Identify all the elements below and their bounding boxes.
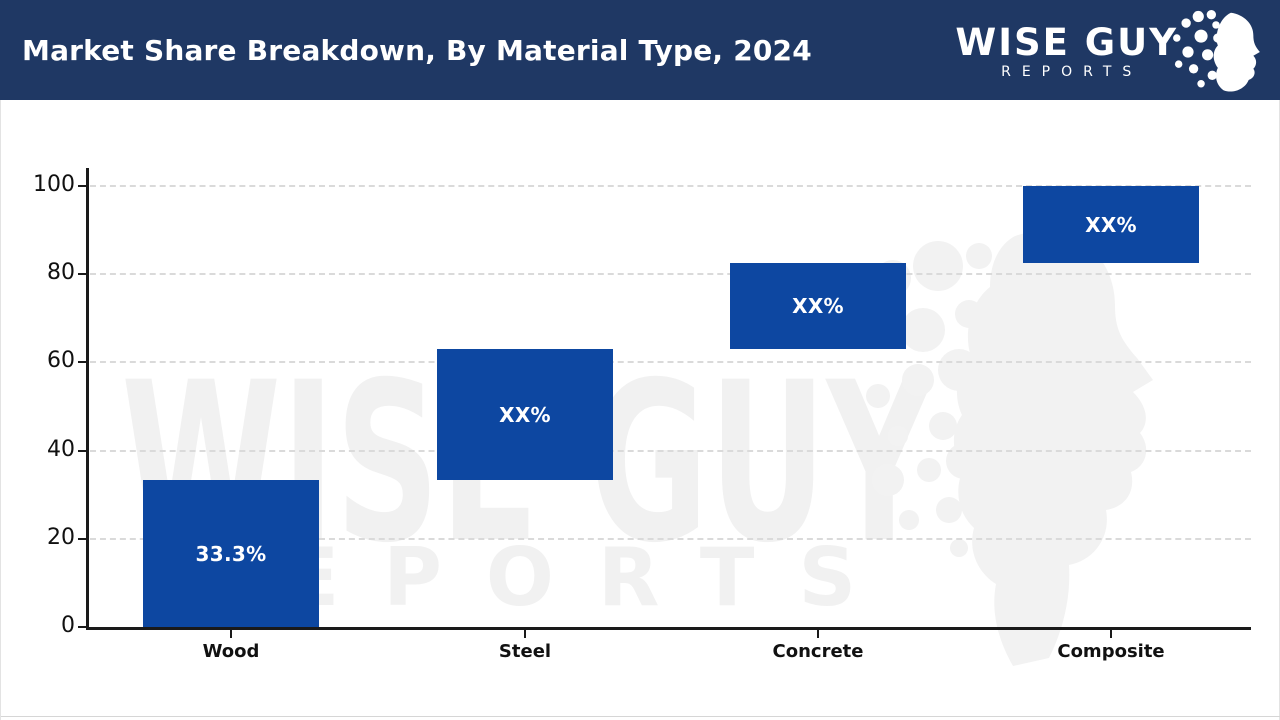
bar-value-label: 33.3% [195, 541, 267, 566]
y-gridline [90, 537, 1251, 540]
x-axis-line [86, 627, 1251, 630]
y-axis-line [86, 168, 89, 630]
header-bar: Market Share Breakdown, By Material Type… [0, 0, 1280, 100]
y-gridline [90, 185, 1251, 187]
category-label: Wood [202, 641, 260, 662]
y-tick-mark [78, 626, 87, 628]
logo-reports-label: REPORTS [1001, 64, 1143, 81]
y-tick-label: 0 [61, 613, 75, 638]
bar-segment: XX% [730, 263, 906, 350]
y-tick-label: 20 [47, 524, 75, 550]
y-gridline [90, 361, 1251, 364]
category-label: Concrete [772, 641, 864, 662]
y-tick-mark [78, 185, 87, 187]
bar-segment: XX% [1023, 186, 1199, 264]
chart-area: WISE GUY REPORTS 0 20 40 60 80 100 33.3% Wood XX… [0, 100, 1280, 720]
x-tick-mark [230, 630, 232, 638]
x-tick-mark [817, 630, 819, 638]
plot: 0 20 40 60 80 100 33.3% Wood XX% Steel XX% Concrete… [1, 100, 1280, 720]
bar-value-label: XX% [499, 402, 551, 427]
y-tick-mark [78, 361, 87, 364]
bottom-border-line [1, 716, 1280, 717]
x-tick-mark [1110, 630, 1112, 638]
bar-value-label: XX% [792, 294, 844, 319]
y-gridline [90, 273, 1251, 276]
y-tick-label: 60 [47, 348, 75, 374]
wise-guy-logo: WISE GUY REPORTS [955, 10, 1264, 94]
category-label: Composite [1057, 641, 1165, 662]
logo-face-icon [1173, 10, 1260, 92]
x-tick-mark [524, 630, 526, 638]
bar-segment: XX% [437, 349, 613, 481]
y-tick-mark [78, 273, 87, 276]
bar-value-label: XX% [1085, 212, 1137, 237]
y-tick-label: 100 [33, 172, 75, 197]
y-gridline [90, 449, 1251, 452]
y-tick-mark [78, 537, 87, 540]
logo-wiseguy-label: WISE GUY [955, 20, 1178, 64]
chart-title: Market Share Breakdown, By Material Type… [22, 33, 812, 67]
logo-text: WISE GUY REPORTS [955, 20, 1178, 81]
y-tick-label: 40 [47, 436, 75, 462]
y-tick-label: 80 [47, 260, 75, 286]
bar-segment: 33.3% [143, 480, 319, 627]
category-label: Steel [498, 641, 552, 662]
y-tick-mark [78, 449, 87, 452]
watermark-head-graphic [866, 231, 1153, 666]
